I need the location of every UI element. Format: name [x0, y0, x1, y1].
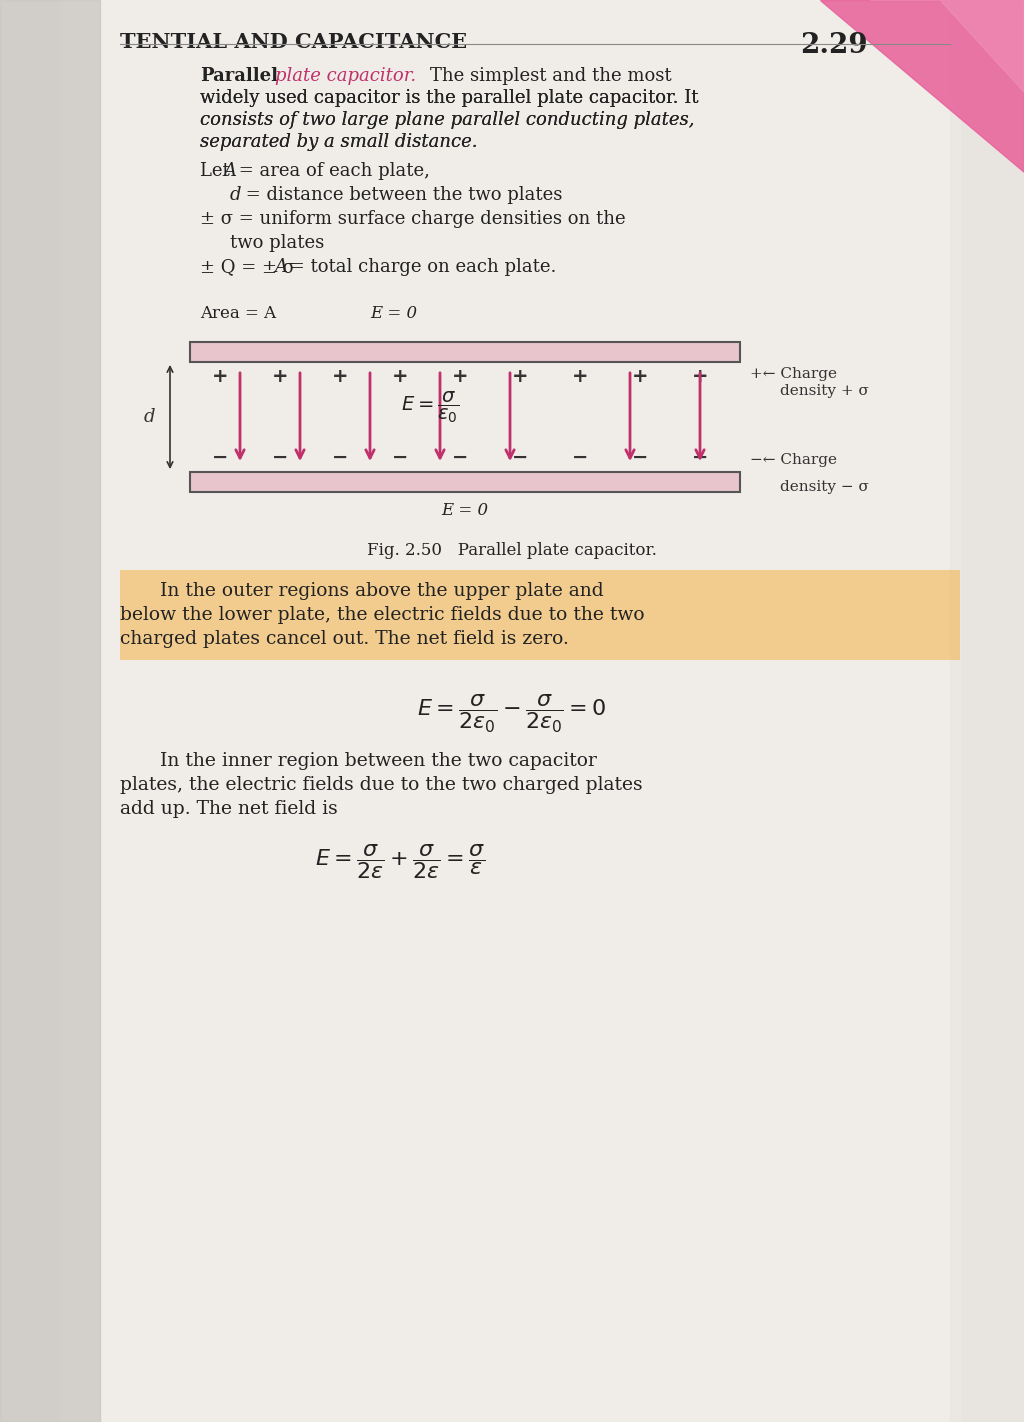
Text: separated by a small distance.: separated by a small distance.	[200, 134, 477, 151]
Text: −: −	[212, 448, 228, 466]
Text: Parallel: Parallel	[200, 67, 278, 85]
Text: ± σ = uniform surface charge densities on the: ± σ = uniform surface charge densities o…	[200, 210, 626, 228]
Text: below the lower plate, the electric fields due to the two: below the lower plate, the electric fiel…	[120, 606, 645, 624]
Text: +: +	[332, 367, 348, 385]
Bar	[950, 0, 1024, 1422]
Text: E = 0: E = 0	[370, 304, 417, 321]
Text: two plates: two plates	[230, 235, 325, 252]
Text: charged plates cancel out. The net field is zero.: charged plates cancel out. The net field…	[120, 630, 569, 648]
Text: Area = A: Area = A	[200, 304, 276, 321]
Text: widely used capacitor is the parallel plate capacitor. It: widely used capacitor is the parallel pl…	[200, 90, 698, 107]
Text: ± Q = ± σ: ± Q = ± σ	[200, 257, 301, 276]
Text: 2.29: 2.29	[800, 33, 867, 58]
Text: −: −	[332, 448, 348, 466]
Text: E = 0: E = 0	[441, 502, 488, 519]
Polygon shape	[820, 0, 1024, 172]
Text: +: +	[212, 367, 228, 385]
Text: TENTIAL AND CAPACITANCE: TENTIAL AND CAPACITANCE	[120, 33, 467, 53]
Text: In the inner region between the two capacitor: In the inner region between the two capa…	[160, 752, 597, 769]
Text: In the outer regions above the upper plate and: In the outer regions above the upper pla…	[160, 582, 603, 600]
Text: +: +	[452, 367, 468, 385]
Bar	[0, 0, 100, 1422]
Text: A: A	[274, 257, 287, 276]
Text: consists of two large plane parallel conducting plates,: consists of two large plane parallel con…	[200, 111, 694, 129]
Text: density + σ: density + σ	[780, 384, 869, 398]
Text: separated by a small distance.: separated by a small distance.	[200, 134, 477, 151]
Text: d: d	[230, 186, 242, 203]
Bar	[190, 472, 740, 492]
Text: $E = \dfrac{\sigma}{\varepsilon_0}$: $E = \dfrac{\sigma}{\varepsilon_0}$	[401, 390, 459, 425]
Text: Let: Let	[200, 162, 236, 181]
Text: −← Charge: −← Charge	[750, 454, 837, 466]
Text: −: −	[392, 448, 409, 466]
Polygon shape	[870, 0, 1024, 92]
Text: = total charge on each plate.: = total charge on each plate.	[284, 257, 556, 276]
Text: consists of two large plane parallel conducting plates,: consists of two large plane parallel con…	[200, 111, 694, 129]
Text: −: −	[692, 448, 709, 466]
Text: plates, the electric fields due to the two charged plates: plates, the electric fields due to the t…	[120, 776, 643, 793]
Bar	[60, 0, 961, 1422]
Text: −: −	[632, 448, 648, 466]
Text: −: −	[452, 448, 468, 466]
Text: −: −	[271, 448, 288, 466]
Text: Fig. 2.50   Parallel plate capacitor.: Fig. 2.50 Parallel plate capacitor.	[367, 542, 657, 559]
Text: $E = \dfrac{\sigma}{2\varepsilon_0} - \dfrac{\sigma}{2\varepsilon_0} = 0$: $E = \dfrac{\sigma}{2\varepsilon_0} - \d…	[417, 693, 607, 735]
Text: widely used capacitor is the parallel plate capacitor. It: widely used capacitor is the parallel pl…	[200, 90, 698, 107]
Text: density − σ: density − σ	[780, 481, 869, 493]
Text: $E = \dfrac{\sigma}{2\varepsilon} + \dfrac{\sigma}{2\varepsilon} = \dfrac{\sigma: $E = \dfrac{\sigma}{2\varepsilon} + \dfr…	[314, 842, 485, 882]
Text: +: +	[512, 367, 528, 385]
Text: +: +	[571, 367, 588, 385]
Text: +: +	[392, 367, 409, 385]
Text: −: −	[512, 448, 528, 466]
Text: = distance between the two plates: = distance between the two plates	[240, 186, 562, 203]
Text: = area of each plate,: = area of each plate,	[233, 162, 430, 181]
Text: A: A	[223, 162, 236, 181]
Text: −: −	[571, 448, 588, 466]
Text: The simplest and the most: The simplest and the most	[430, 67, 672, 85]
Text: +: +	[692, 367, 709, 385]
Text: d: d	[143, 408, 155, 427]
Text: +: +	[271, 367, 288, 385]
Text: add up. The net field is: add up. The net field is	[120, 801, 338, 818]
Text: +← Charge: +← Charge	[750, 367, 837, 381]
Bar	[190, 343, 740, 363]
Text: plate capacitor.: plate capacitor.	[275, 67, 416, 85]
Bar	[120, 570, 961, 660]
Text: +: +	[632, 367, 648, 385]
